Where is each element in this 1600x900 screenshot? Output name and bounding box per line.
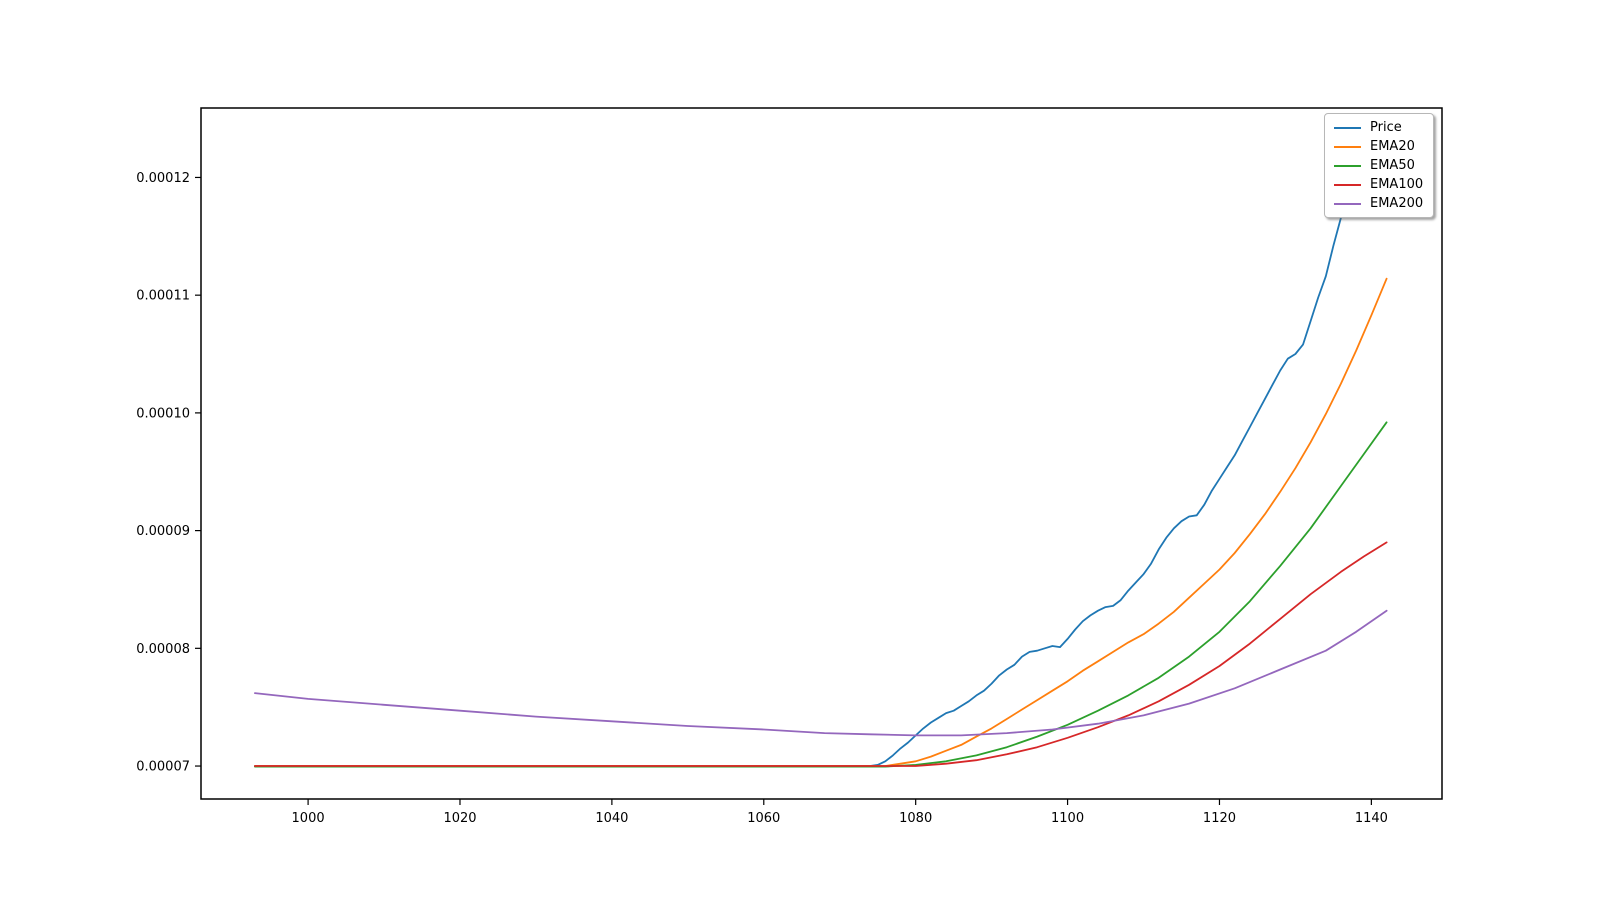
- y-tick-label: 0.00011: [136, 289, 190, 304]
- x-tick-label: 1060: [747, 811, 780, 826]
- legend-label-ema50: EMA50: [1370, 158, 1415, 173]
- x-tick-label: 1080: [899, 811, 932, 826]
- series-lines: [253, 137, 1388, 768]
- y-tick-label: 0.00010: [136, 406, 190, 421]
- x-axis: 1000 1020 1040 1060 1080 1100 1120 1140: [292, 799, 1388, 826]
- legend-label-price: Price: [1370, 120, 1402, 135]
- y-tick-label: 0.00012: [136, 171, 190, 186]
- x-tick-label: 1040: [595, 811, 628, 826]
- legend-item-ema200: EMA200: [1334, 194, 1425, 213]
- legend-label-ema20: EMA20: [1370, 139, 1415, 154]
- legend-line-sample-price-icon: [1334, 126, 1361, 129]
- legend-item-ema20: EMA20: [1334, 137, 1425, 156]
- x-tick-label: 1100: [1051, 811, 1084, 826]
- x-tick-label: 1120: [1203, 811, 1236, 826]
- series-line-ema50: [253, 421, 1388, 768]
- x-tick-label: 1000: [292, 811, 325, 826]
- legend-label-ema200: EMA200: [1370, 196, 1424, 211]
- legend-line-sample-ema50-icon: [1334, 164, 1361, 167]
- legend-line-sample-ema200-icon: [1334, 202, 1361, 205]
- x-tick-label: 1020: [443, 811, 476, 826]
- legend-label-ema100: EMA100: [1370, 177, 1424, 192]
- series-line-ema200: [253, 609, 1388, 737]
- series-line-price: [253, 137, 1388, 767]
- y-tick-label: 0.00009: [136, 524, 190, 539]
- legend-line-sample-ema100-icon: [1334, 183, 1361, 186]
- y-axis: 0.00007 0.00008 0.00009 0.00010 0.00011 0.000…: [136, 171, 201, 775]
- series-line-ema20: [253, 277, 1388, 767]
- legend-item-price: Price: [1334, 118, 1425, 137]
- y-tick-label: 0.00008: [136, 642, 190, 657]
- series-line-ema100: [253, 541, 1388, 767]
- legend-item-ema100: EMA100: [1334, 175, 1425, 194]
- y-tick-label: 0.00007: [136, 760, 190, 775]
- legend-item-ema50: EMA50: [1334, 156, 1425, 175]
- axes-frame: [200, 107, 1443, 800]
- legend-line-sample-ema20-icon: [1334, 145, 1361, 148]
- x-tick-label: 1140: [1355, 811, 1388, 826]
- legend: Price EMA20 EMA50 EMA100 EMA200: [1324, 113, 1434, 218]
